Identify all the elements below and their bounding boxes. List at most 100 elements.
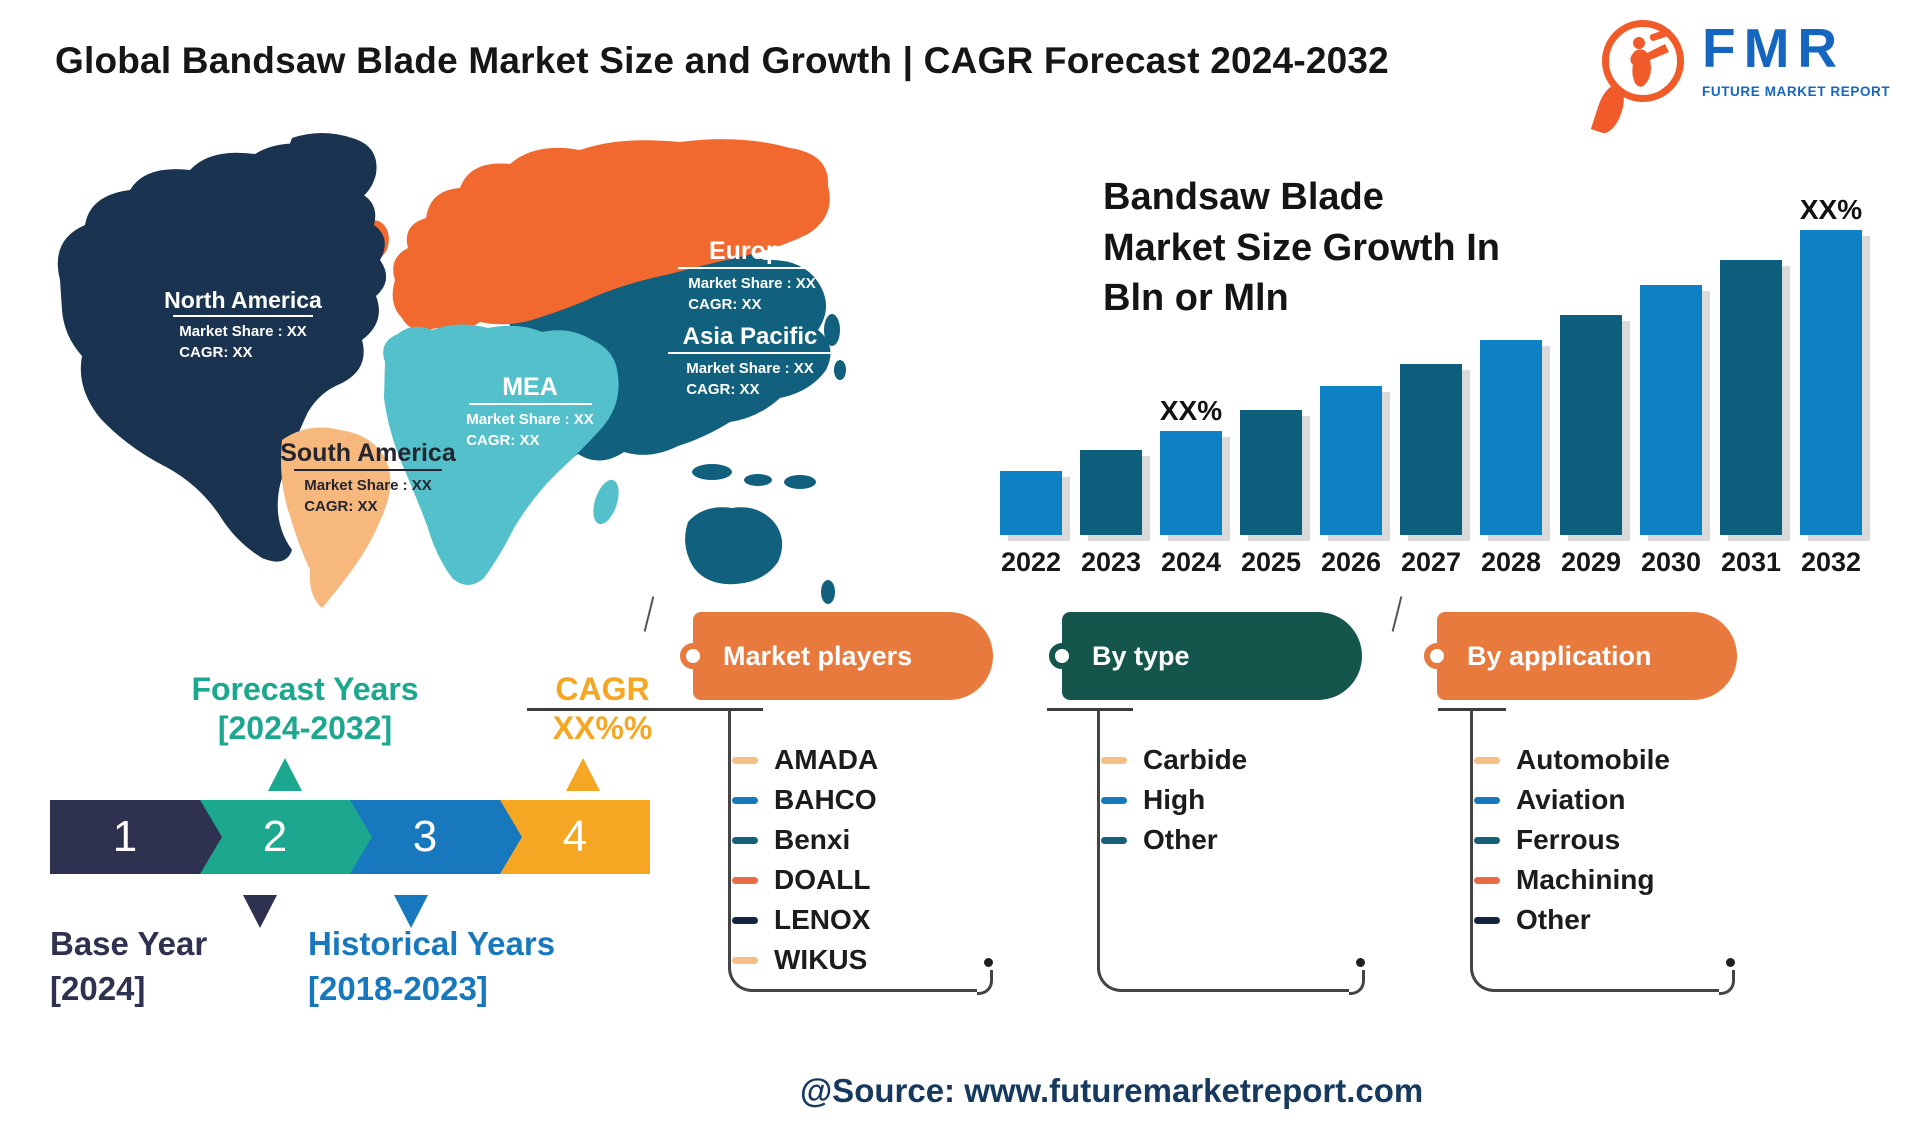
greenland-shape xyxy=(286,133,377,210)
axis-label-2027: 2027 xyxy=(1400,547,1462,577)
historical-line1: Historical Years xyxy=(308,925,556,962)
bar-annotation-2024: XX% xyxy=(1159,395,1223,426)
section-title: By type xyxy=(1092,641,1190,671)
bullet-dash-icon xyxy=(1474,756,1500,764)
application-name: Automobile xyxy=(1516,744,1670,775)
player-name: LENOX xyxy=(774,904,871,935)
type-name: Other xyxy=(1143,824,1218,855)
section-title: Market players xyxy=(723,641,913,671)
player-name: Benxi xyxy=(774,824,851,855)
region-label-south-america: South America Market Share : XX CAGR: XX xyxy=(278,440,458,518)
bar-2030 xyxy=(1640,285,1702,535)
by-application-list: Automobile Aviation Ferrous Machining Ot… xyxy=(1474,740,1670,940)
cagr-line2: XX%% xyxy=(552,710,653,747)
axis-label-2022: 2022 xyxy=(1000,547,1062,577)
application-name: Other xyxy=(1516,904,1591,935)
region-cagr: CAGR: XX xyxy=(466,432,540,450)
application-name: Machining xyxy=(1516,864,1655,895)
segment-number: 4 xyxy=(562,812,588,861)
telescope-person-icon xyxy=(1630,28,1672,87)
player-item: LENOX xyxy=(732,900,878,940)
bar-2023 xyxy=(1080,450,1142,535)
world-map-svg xyxy=(57,133,846,608)
by-type-list: Carbide High Other xyxy=(1101,740,1247,860)
region-label-europe: Europe Market Share : XX CAGR: XX xyxy=(662,238,842,316)
region-market-share: Market Share : XX xyxy=(179,323,307,341)
player-item: DOALL xyxy=(732,860,878,900)
segment-arrow-icon xyxy=(200,800,222,874)
region-market-share: Market Share : XX xyxy=(688,275,816,293)
region-label-mea: MEA Market Share : XX CAGR: XX xyxy=(455,374,605,452)
region-underline xyxy=(173,315,313,318)
png-shape xyxy=(784,475,816,489)
bar-2032 xyxy=(1800,230,1862,535)
timeline-segment-2: 2 xyxy=(200,800,372,874)
new-zealand-shape xyxy=(821,580,835,604)
base-year-arrow-icon xyxy=(243,895,277,928)
axis-label-2032: 2032 xyxy=(1800,547,1862,577)
island-shape xyxy=(834,360,846,380)
segment-arrow-icon xyxy=(350,800,372,874)
section-bracket xyxy=(728,710,977,992)
forecast-line2: [2024-2032] xyxy=(217,710,393,747)
europe-shape xyxy=(392,139,830,331)
section-divider xyxy=(527,708,763,711)
application-name: Aviation xyxy=(1516,784,1626,815)
player-name: AMADA xyxy=(774,744,879,775)
player-item: BAHCO xyxy=(732,780,878,820)
axis-label-2024: 2024 xyxy=(1160,547,1222,577)
type-item: Carbide xyxy=(1101,740,1247,780)
bullet-dash-icon xyxy=(732,756,758,764)
base-line1: Base Year xyxy=(50,925,208,962)
indonesia-shape-2 xyxy=(744,474,772,486)
bullet-dash-icon xyxy=(732,916,758,924)
axis-label-2030: 2030 xyxy=(1640,547,1702,577)
region-underline xyxy=(294,469,442,472)
bullet-dash-icon xyxy=(732,796,758,804)
page-title: Global Bandsaw Blade Market Size and Gro… xyxy=(55,40,1389,81)
bracket-dot-icon xyxy=(1356,958,1365,967)
region-market-share: Market Share : XX xyxy=(686,360,814,378)
region-underline xyxy=(668,352,832,355)
section-divider xyxy=(1438,708,1506,711)
timeline-segment-3: 3 xyxy=(350,800,522,874)
mea-shape xyxy=(383,324,619,585)
section-bracket xyxy=(1470,710,1719,992)
japan-shape xyxy=(824,314,840,346)
segment-number: 2 xyxy=(262,812,288,861)
by-application-pill: By application xyxy=(1424,612,1737,700)
player-name: WIKUS xyxy=(774,944,868,975)
bracket-dot-icon xyxy=(1726,958,1735,967)
forecast-arrow-icon xyxy=(268,758,302,791)
application-item: Automobile xyxy=(1474,740,1670,780)
bar-annotation-2032: XX% xyxy=(1799,194,1863,225)
region-cagr: CAGR: XX xyxy=(179,344,253,362)
bar-2028 xyxy=(1480,340,1542,535)
madagascar-shape xyxy=(593,479,619,525)
bullet-dash-icon xyxy=(732,876,758,884)
region-cagr: CAGR: XX xyxy=(688,296,762,314)
region-cagr: CAGR: XX xyxy=(686,381,760,399)
application-item: Other xyxy=(1474,900,1670,940)
type-name: High xyxy=(1143,784,1206,815)
bullet-dash-icon xyxy=(1474,916,1500,924)
source-link[interactable]: @Source: www.futuremarketreport.com xyxy=(800,1072,1424,1109)
player-name: BAHCO xyxy=(774,784,877,815)
segment-arrow-icon xyxy=(500,800,522,874)
by-type-pill: By type xyxy=(1049,612,1362,700)
bracket-hook xyxy=(1719,970,1735,995)
region-name: North America xyxy=(164,287,322,313)
bar-2022 xyxy=(1000,471,1062,535)
bar-2027 xyxy=(1400,364,1462,535)
logo-abbr: FMR xyxy=(1702,17,1846,79)
bracket-hook xyxy=(977,970,993,995)
pill-ring-icon xyxy=(680,643,706,669)
axis-label-2026: 2026 xyxy=(1320,547,1382,577)
region-underline xyxy=(678,267,826,270)
type-item: Other xyxy=(1101,820,1247,860)
axis-label-2031: 2031 xyxy=(1720,547,1782,577)
player-name: DOALL xyxy=(774,864,871,895)
bullet-dash-icon xyxy=(1101,796,1127,804)
axis-label-2029: 2029 xyxy=(1560,547,1622,577)
